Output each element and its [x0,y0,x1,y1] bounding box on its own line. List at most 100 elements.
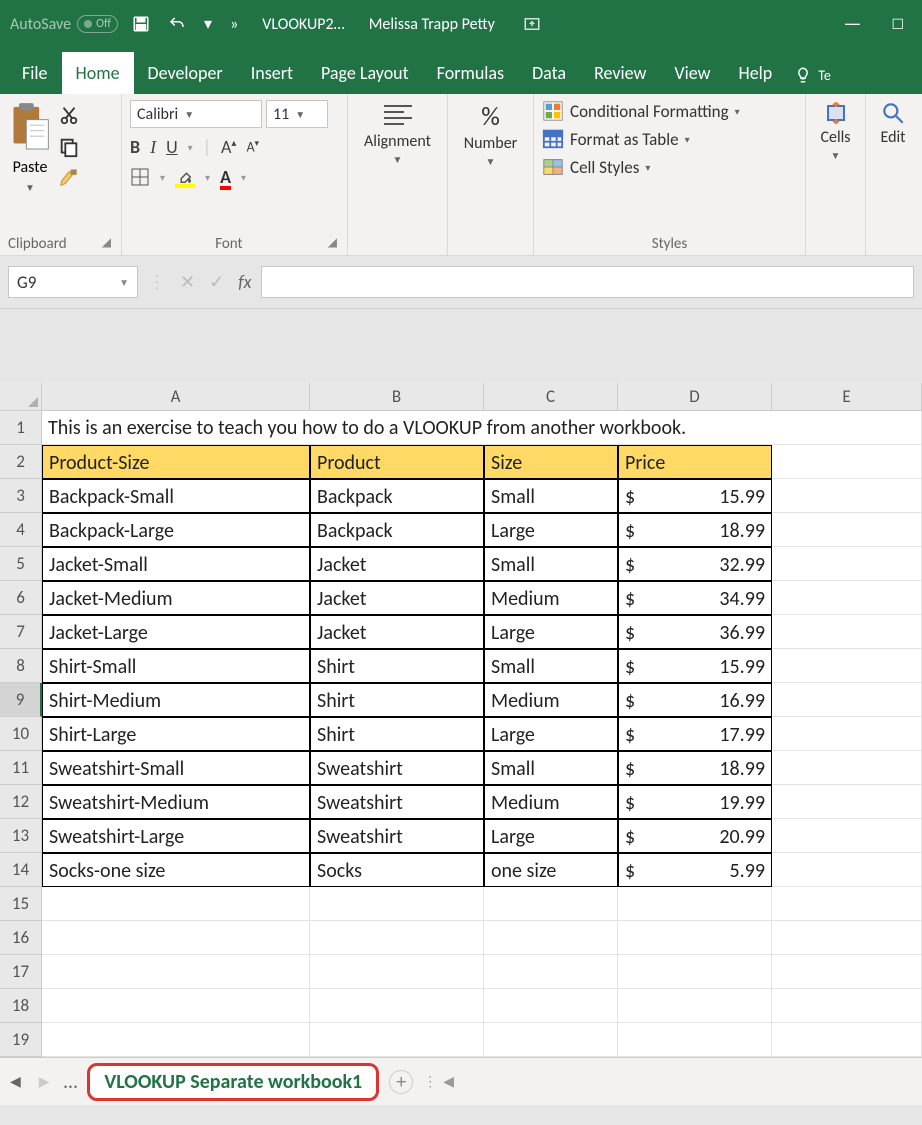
fill-color-button[interactable] [175,168,195,186]
cell[interactable] [310,887,484,921]
cell[interactable]: Shirt-Large [42,717,310,751]
row-header[interactable]: 5 [0,547,42,581]
tab-data[interactable]: Data [518,52,580,94]
format-as-table-button[interactable]: Format as Table ▾ [542,128,740,150]
cell[interactable]: Sweatshirt [310,819,484,853]
cell[interactable]: Large [484,513,618,547]
chevron-down-icon[interactable]: ▾ [205,171,210,184]
font-dialog-launcher-icon[interactable]: ◢ [328,235,339,250]
format-painter-icon[interactable] [58,168,80,190]
cell[interactable]: $ 34.99 [618,581,772,615]
cell[interactable]: Price [618,445,772,479]
cell[interactable]: Jacket-Medium [42,581,310,615]
row-header[interactable]: 3 [0,479,42,513]
cell[interactable] [42,989,310,1023]
cell[interactable] [772,547,922,581]
cell[interactable]: Sweatshirt [310,751,484,785]
cell[interactable]: Sweatshirt-Large [42,819,310,853]
cell[interactable] [772,853,922,887]
cut-icon[interactable] [58,104,80,126]
cell[interactable] [772,649,922,683]
row-header[interactable]: 12 [0,785,42,819]
cell[interactable] [772,615,922,649]
cell[interactable]: Large [484,819,618,853]
tell-me[interactable]: Te [786,56,839,94]
cell[interactable]: $ 20.99 [618,819,772,853]
tab-review[interactable]: Review [580,52,660,94]
col-header-D[interactable]: D [618,383,772,411]
cell[interactable]: Medium [484,785,618,819]
cell[interactable] [484,989,618,1023]
tab-home[interactable]: Home [62,52,134,94]
row-header[interactable]: 10 [0,717,42,751]
col-header-E[interactable]: E [772,383,922,411]
add-sheet-icon[interactable]: + [389,1070,413,1094]
cell[interactable]: Jacket-Small [42,547,310,581]
col-header-C[interactable]: C [484,383,618,411]
cell[interactable] [772,751,922,785]
cell[interactable]: Jacket-Large [42,615,310,649]
cell[interactable] [310,921,484,955]
row-header[interactable]: 14 [0,853,42,887]
cell[interactable] [772,683,922,717]
row-header[interactable]: 1 [0,411,42,445]
sheet-nav-next-icon[interactable]: ▶ [35,1073,54,1090]
cell[interactable] [484,1023,618,1057]
col-header-A[interactable]: A [42,383,310,411]
cell-styles-button[interactable]: Cell Styles ▾ [542,156,740,178]
cell[interactable]: $ 32.99 [618,547,772,581]
clipboard-dialog-launcher-icon[interactable]: ◢ [102,235,113,250]
tab-developer[interactable]: Developer [134,52,237,94]
cell[interactable]: Jacket [310,581,484,615]
cell[interactable]: $ 17.99 [618,717,772,751]
row-header[interactable]: 16 [0,921,42,955]
cell[interactable]: Shirt [310,683,484,717]
scroll-left-icon[interactable]: ◀ [443,1073,454,1090]
cell[interactable] [618,1023,772,1057]
cell[interactable]: one size [484,853,618,887]
font-size-combo[interactable]: 11 ▼ [266,100,328,128]
sheet-nav-prev-icon[interactable]: ◀ [6,1073,25,1090]
row-header[interactable]: 2 [0,445,42,479]
row-header[interactable]: 4 [0,513,42,547]
cell[interactable]: Socks [310,853,484,887]
conditional-formatting-button[interactable]: Conditional Formatting ▾ [542,100,740,122]
minimize-button[interactable]: — [835,12,869,36]
cell[interactable]: $ 16.99 [618,683,772,717]
row-header[interactable]: 11 [0,751,42,785]
cell[interactable]: Small [484,479,618,513]
cell[interactable]: $ 15.99 [618,479,772,513]
cell[interactable] [618,921,772,955]
cell[interactable]: Size [484,445,618,479]
cell[interactable] [772,887,922,921]
cell[interactable] [772,513,922,547]
cell[interactable]: Small [484,547,618,581]
cell[interactable]: Backpack [310,513,484,547]
cell[interactable]: Large [484,717,618,751]
font-color-button[interactable]: A [220,166,231,188]
tab-formulas[interactable]: Formulas [423,52,518,94]
cell[interactable]: Jacket [310,547,484,581]
cell[interactable] [772,717,922,751]
tab-insert[interactable]: Insert [237,52,307,94]
accept-formula-icon[interactable]: ✓ [209,271,224,293]
row-header[interactable]: 15 [0,887,42,921]
cell[interactable]: Shirt [310,717,484,751]
cell[interactable] [42,1023,310,1057]
cell[interactable]: Small [484,649,618,683]
cell[interactable] [772,581,922,615]
formula-input[interactable] [261,266,914,298]
tab-view[interactable]: View [660,52,724,94]
chevron-down-icon[interactable]: ▾ [160,171,165,184]
number-format-button[interactable]: % Number ▼ [464,100,517,168]
sheet-tab-active[interactable]: VLOOKUP Separate workbook1 [87,1063,379,1101]
decrease-font-icon[interactable]: A▾ [246,138,259,156]
col-header-B[interactable]: B [310,383,484,411]
borders-button[interactable] [130,167,150,187]
cell[interactable]: $ 36.99 [618,615,772,649]
cell[interactable] [772,785,922,819]
qat-more-icon[interactable]: ▾ [204,14,212,34]
cell[interactable]: $ 15.99 [618,649,772,683]
row-header[interactable]: 8 [0,649,42,683]
cell[interactable]: $ 5.99 [618,853,772,887]
